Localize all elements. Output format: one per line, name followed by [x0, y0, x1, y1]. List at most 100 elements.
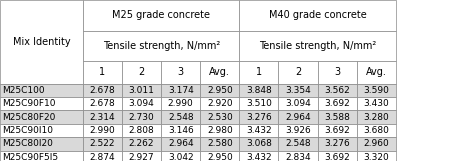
Text: 2.834: 2.834: [285, 153, 311, 161]
Text: 2.678: 2.678: [90, 86, 115, 95]
Text: 3.510: 3.510: [246, 99, 272, 108]
Text: 3.848: 3.848: [246, 86, 272, 95]
Text: Tensile strength, N/mm²: Tensile strength, N/mm²: [102, 41, 220, 51]
Text: 2: 2: [138, 67, 145, 77]
Bar: [356, 61, 396, 84]
Text: 1: 1: [256, 67, 262, 77]
Bar: [279, 61, 318, 84]
Text: 3.094: 3.094: [129, 99, 155, 108]
Text: 2.522: 2.522: [90, 139, 115, 148]
Bar: [83, 31, 239, 61]
Bar: [318, 110, 357, 124]
Text: 2.678: 2.678: [90, 99, 115, 108]
Bar: [239, 137, 279, 151]
Bar: [356, 137, 396, 151]
Text: 2.808: 2.808: [129, 126, 155, 135]
Text: 3.562: 3.562: [324, 86, 350, 95]
Bar: [239, 110, 279, 124]
Bar: [83, 137, 122, 151]
Bar: [318, 97, 357, 110]
Bar: [356, 84, 396, 97]
Text: 3.276: 3.276: [246, 113, 272, 122]
Bar: [279, 97, 318, 110]
Text: 3.432: 3.432: [246, 126, 272, 135]
Text: M25C90F10: M25C90F10: [2, 99, 56, 108]
Bar: [122, 84, 161, 97]
Bar: [279, 137, 318, 151]
Text: 3.692: 3.692: [324, 99, 350, 108]
Bar: [83, 97, 122, 110]
Bar: [356, 124, 396, 137]
Bar: [239, 97, 279, 110]
Bar: [0, 110, 83, 124]
Text: M25C90I10: M25C90I10: [2, 126, 54, 135]
Bar: [83, 61, 122, 84]
Text: M25C90F5I5: M25C90F5I5: [2, 153, 58, 161]
Text: Mix Identity: Mix Identity: [13, 37, 70, 47]
Bar: [83, 151, 122, 161]
Text: 2.990: 2.990: [90, 126, 115, 135]
Bar: [279, 151, 318, 161]
Bar: [318, 137, 357, 151]
Bar: [239, 84, 279, 97]
Text: M25 grade concrete: M25 grade concrete: [112, 10, 210, 20]
Bar: [239, 124, 279, 137]
Bar: [200, 97, 239, 110]
Text: Tensile strength, N/mm²: Tensile strength, N/mm²: [259, 41, 376, 51]
Text: 2.964: 2.964: [285, 113, 311, 122]
Text: 3: 3: [178, 67, 184, 77]
Bar: [0, 97, 83, 110]
Text: 3.068: 3.068: [246, 139, 272, 148]
Text: 2.874: 2.874: [90, 153, 115, 161]
Bar: [318, 61, 357, 84]
Bar: [200, 124, 239, 137]
Bar: [161, 97, 201, 110]
Text: 2.580: 2.580: [207, 139, 233, 148]
Text: 3.174: 3.174: [168, 86, 193, 95]
Text: 3.146: 3.146: [168, 126, 193, 135]
Bar: [279, 84, 318, 97]
Bar: [0, 84, 83, 97]
Text: 3.590: 3.590: [363, 86, 389, 95]
Text: 2.990: 2.990: [168, 99, 193, 108]
Bar: [0, 151, 83, 161]
Bar: [161, 124, 201, 137]
Text: 3.276: 3.276: [324, 139, 350, 148]
Text: 3.926: 3.926: [285, 126, 311, 135]
Bar: [122, 124, 161, 137]
Bar: [0, 124, 83, 137]
Bar: [83, 84, 122, 97]
Bar: [318, 84, 357, 97]
Bar: [83, 110, 122, 124]
Bar: [0, 0, 83, 84]
Bar: [161, 61, 201, 84]
Text: 2.927: 2.927: [129, 153, 155, 161]
Bar: [122, 110, 161, 124]
Text: 2: 2: [295, 67, 301, 77]
Bar: [161, 84, 201, 97]
Text: 1: 1: [100, 67, 106, 77]
Bar: [318, 151, 357, 161]
Text: 3.094: 3.094: [285, 99, 311, 108]
Bar: [239, 31, 396, 61]
Bar: [200, 110, 239, 124]
Text: 3.280: 3.280: [364, 113, 389, 122]
Text: 3.354: 3.354: [285, 86, 311, 95]
Bar: [200, 137, 239, 151]
Bar: [200, 151, 239, 161]
Bar: [122, 97, 161, 110]
Text: 3.588: 3.588: [324, 113, 350, 122]
Text: 2.980: 2.980: [207, 126, 233, 135]
Text: 3.011: 3.011: [128, 86, 155, 95]
Text: Avg.: Avg.: [366, 67, 387, 77]
Bar: [200, 61, 239, 84]
Bar: [122, 151, 161, 161]
Bar: [239, 61, 279, 84]
Bar: [279, 124, 318, 137]
Text: 3.692: 3.692: [324, 126, 350, 135]
Bar: [83, 0, 239, 31]
Text: 2.530: 2.530: [207, 113, 233, 122]
Text: M25C100: M25C100: [2, 86, 45, 95]
Bar: [356, 110, 396, 124]
Text: 2.964: 2.964: [168, 139, 193, 148]
